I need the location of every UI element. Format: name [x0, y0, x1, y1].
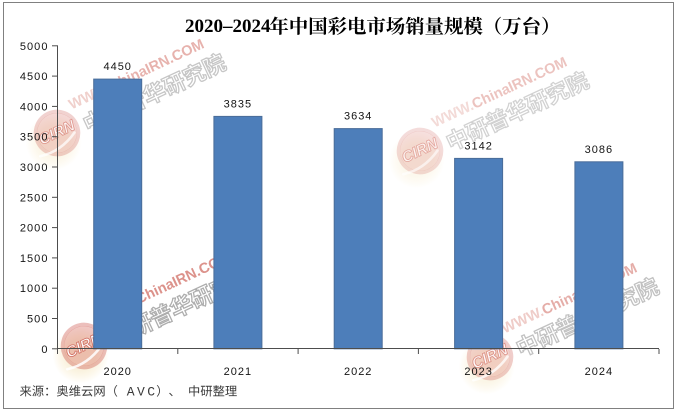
svg-text:2023: 2023 — [464, 366, 492, 378]
svg-text:2020: 2020 — [103, 366, 131, 378]
svg-text:3000: 3000 — [20, 162, 49, 174]
svg-text:0: 0 — [41, 344, 48, 356]
svg-text:5000: 5000 — [20, 41, 49, 53]
svg-text:3142: 3142 — [464, 140, 492, 152]
svg-text:2020–2024: 2020–2024 — [185, 16, 271, 37]
svg-text:AVC: AVC — [127, 385, 158, 400]
svg-text:1500: 1500 — [20, 253, 49, 265]
svg-text:4450: 4450 — [103, 61, 131, 73]
svg-text:2021: 2021 — [224, 366, 252, 378]
svg-text:3835: 3835 — [224, 98, 252, 110]
svg-text:500: 500 — [27, 314, 49, 326]
svg-text:2000: 2000 — [20, 223, 49, 235]
svg-text:2500: 2500 — [20, 192, 49, 204]
svg-text:1000: 1000 — [20, 283, 49, 295]
svg-text:3500: 3500 — [20, 132, 49, 144]
svg-text:4000: 4000 — [20, 101, 49, 113]
svg-text:3086: 3086 — [585, 144, 613, 156]
svg-text:3634: 3634 — [344, 111, 372, 123]
svg-text:2024: 2024 — [585, 366, 613, 378]
svg-text:4500: 4500 — [20, 71, 49, 83]
svg-text:2022: 2022 — [344, 366, 372, 378]
